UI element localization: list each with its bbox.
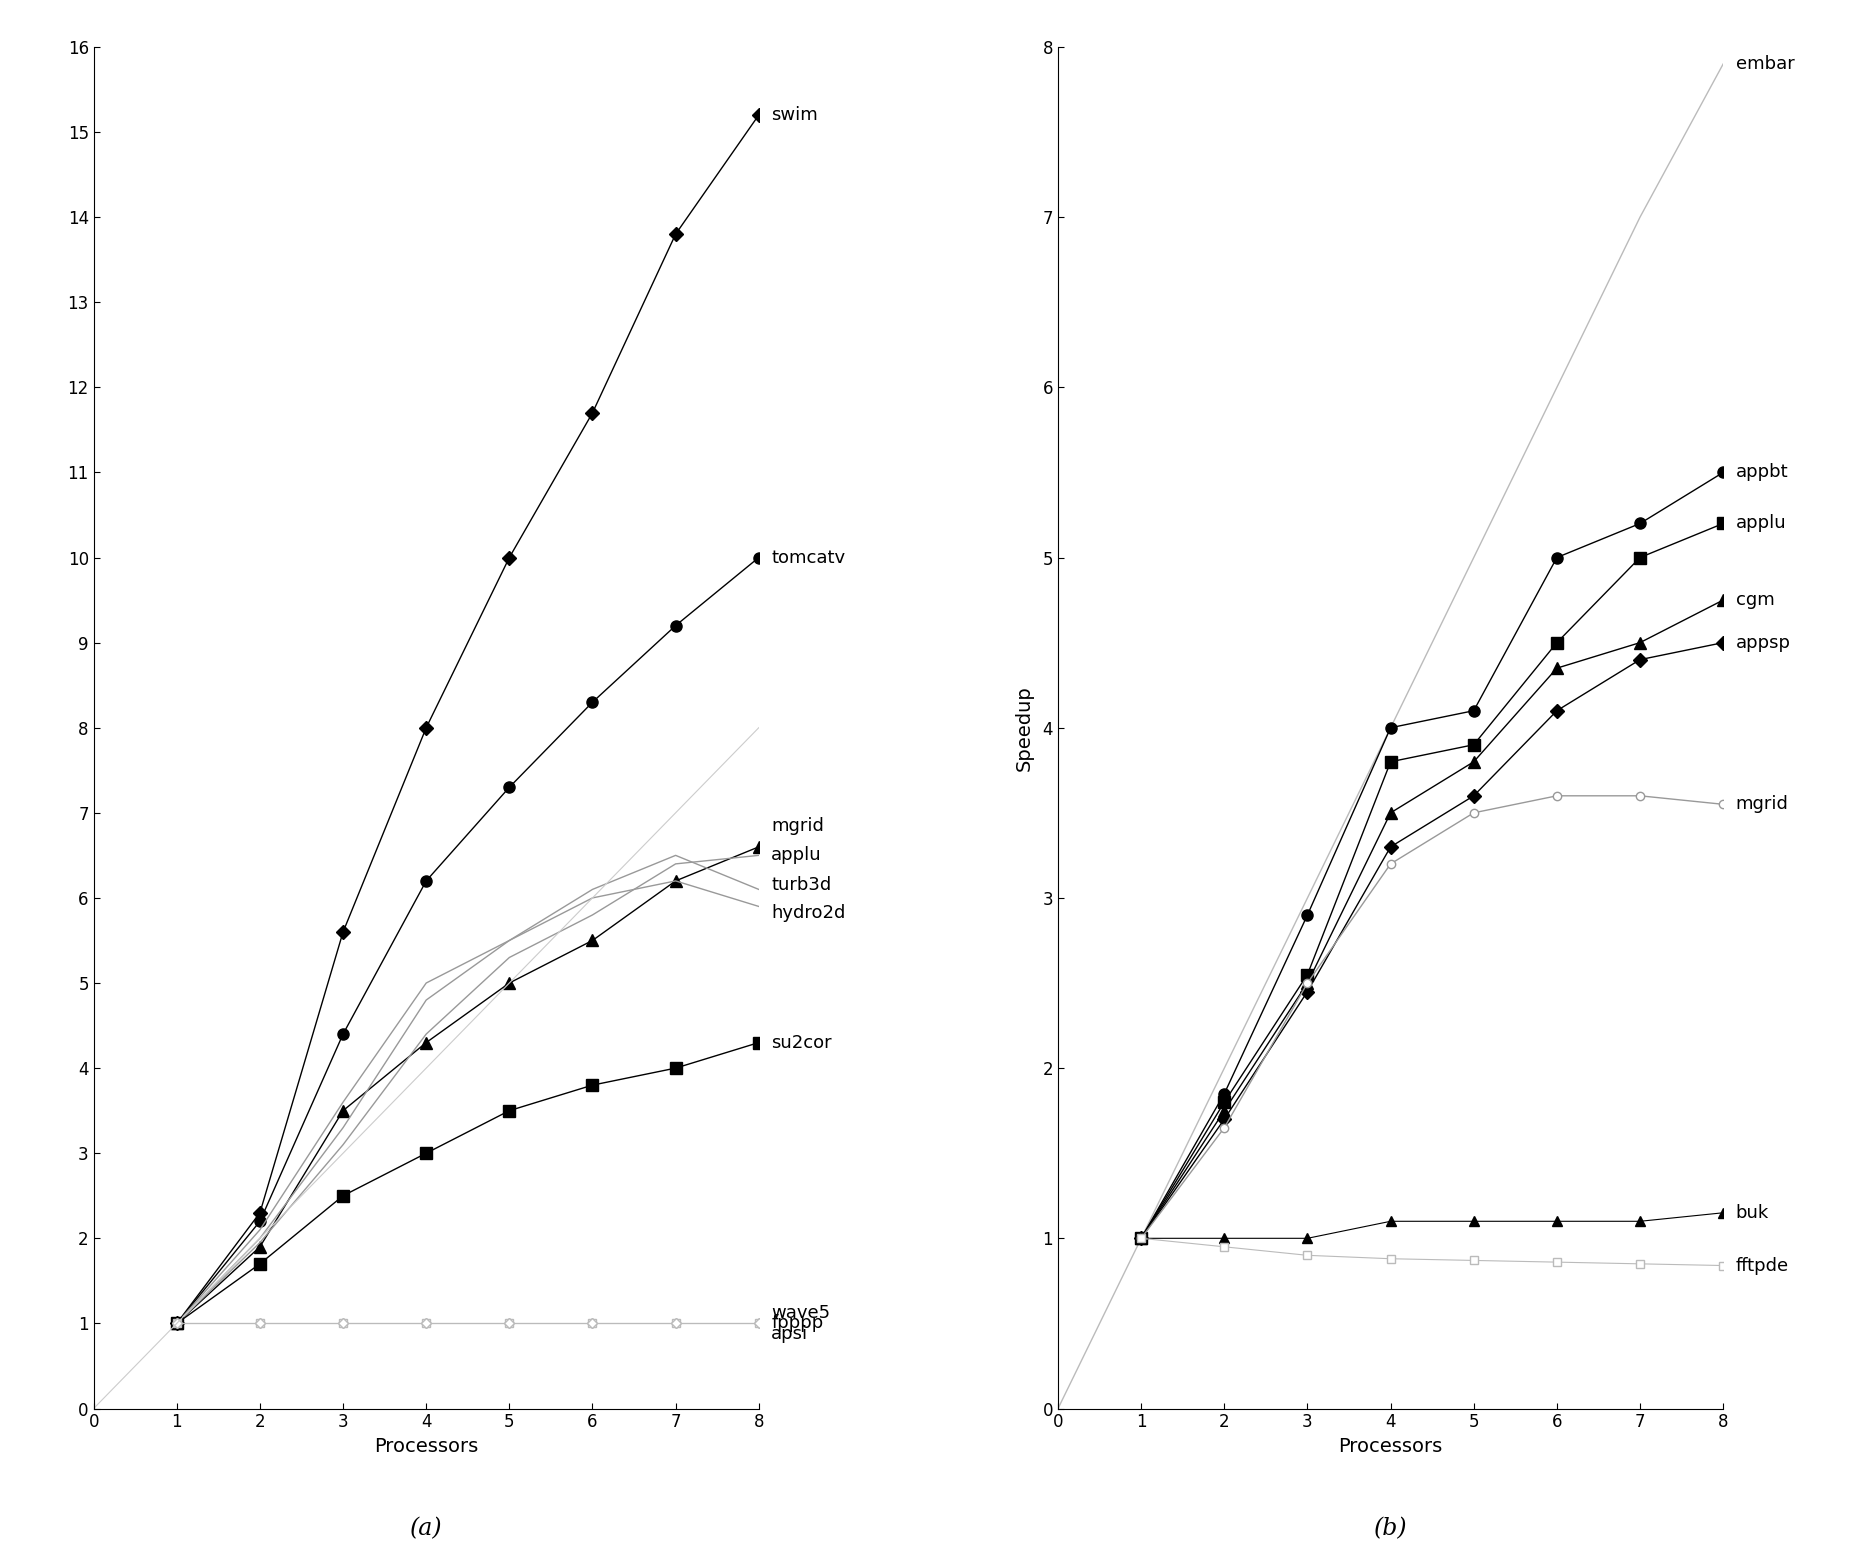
Text: (a): (a): [410, 1518, 442, 1540]
Text: hydro2d: hydro2d: [772, 905, 845, 922]
Y-axis label: Speedup: Speedup: [1015, 685, 1034, 770]
Text: wave5: wave5: [772, 1304, 830, 1322]
Text: su2cor: su2cor: [772, 1033, 832, 1052]
Text: embar: embar: [1736, 55, 1794, 74]
Text: fftpde: fftpde: [1736, 1257, 1789, 1274]
Text: cgm: cgm: [1736, 592, 1774, 609]
Text: applu: applu: [772, 847, 822, 864]
Text: turb3d: turb3d: [772, 876, 832, 894]
X-axis label: Processors: Processors: [375, 1437, 478, 1455]
Text: mgrid: mgrid: [1736, 795, 1789, 814]
X-axis label: Processors: Processors: [1339, 1437, 1442, 1455]
Text: mgrid: mgrid: [772, 817, 824, 834]
Text: appbt: appbt: [1736, 463, 1789, 482]
Text: fpppp: fpppp: [772, 1315, 824, 1332]
Text: applu: applu: [1736, 515, 1787, 532]
Text: swim: swim: [772, 106, 819, 124]
Text: buk: buk: [1736, 1203, 1768, 1222]
Text: apsi: apsi: [772, 1324, 809, 1343]
Text: appsp: appsp: [1736, 634, 1791, 651]
Text: tomcatv: tomcatv: [772, 548, 845, 567]
Text: (b): (b): [1373, 1518, 1407, 1540]
